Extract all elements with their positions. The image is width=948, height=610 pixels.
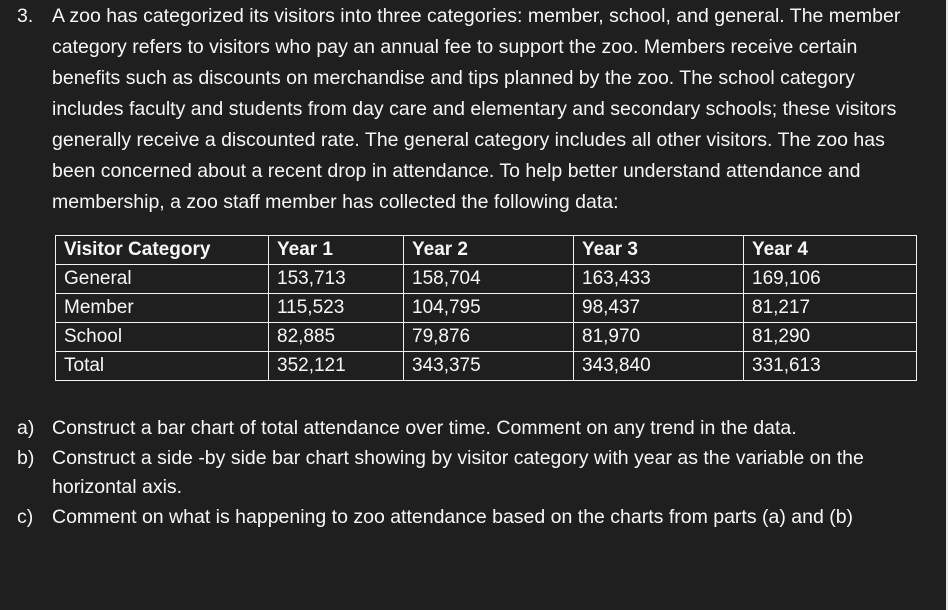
- table-cell: Member: [55, 293, 269, 323]
- table-header-cell: Year 4: [743, 235, 917, 265]
- table-header-cell: Year 1: [268, 235, 404, 265]
- table-row-general: General 153,713 158,704 163,433 169,106: [55, 264, 917, 294]
- problem-number: 3.: [17, 5, 34, 27]
- table-row-school: School 82,885 79,876 81,970 81,290: [55, 322, 917, 352]
- question-b: b) Construct a side -by side bar chart s…: [0, 444, 948, 503]
- table-cell: 82,885: [268, 322, 404, 352]
- question-a: a) Construct a bar chart of total attend…: [0, 414, 948, 444]
- page-right-edge-line: [946, 0, 948, 610]
- question-c: c) Comment on what is happening to zoo a…: [0, 503, 948, 533]
- table-cell: 158,704: [403, 264, 574, 294]
- table-cell: 81,217: [743, 293, 917, 323]
- table-cell: 163,433: [573, 264, 744, 294]
- question-a-label: a): [17, 417, 35, 439]
- table-cell: 153,713: [268, 264, 404, 294]
- table-cell: 98,437: [573, 293, 744, 323]
- table-cell: 169,106: [743, 264, 917, 294]
- question-list: a) Construct a bar chart of total attend…: [0, 414, 948, 532]
- table-cell: 81,970: [573, 322, 744, 352]
- question-b-label: b): [17, 446, 35, 469]
- table-cell: 331,613: [743, 351, 917, 381]
- visitor-data-table: Visitor Category Year 1 Year 2 Year 3 Ye…: [55, 235, 917, 381]
- table-cell: 352,121: [268, 351, 404, 381]
- table-cell: 115,523: [268, 293, 404, 323]
- question-c-text: Comment on what is happening to zoo atte…: [52, 505, 854, 528]
- table-cell: 79,876: [403, 322, 574, 352]
- question-b-text: Construct a side -by side bar chart show…: [52, 446, 864, 499]
- table-cell: School: [55, 322, 269, 352]
- table-cell: 81,290: [743, 322, 917, 352]
- table-cell: 343,840: [573, 351, 744, 381]
- table-cell: Total: [55, 351, 269, 381]
- problem-statement: 3. A zoo has categorized its visitors in…: [0, 0, 948, 218]
- table-header-row: Visitor Category Year 1 Year 2 Year 3 Ye…: [55, 235, 917, 265]
- question-c-label: c): [17, 505, 34, 528]
- table-row-total: Total 352,121 343,375 343,840 331,613: [55, 351, 917, 381]
- table-row-member: Member 115,523 104,795 98,437 81,217: [55, 293, 917, 323]
- problem-body-text: A zoo has categorized its visitors into …: [52, 5, 901, 213]
- table-header-cell: Visitor Category: [55, 235, 269, 265]
- table-cell: 104,795: [403, 293, 574, 323]
- table-header-cell: Year 3: [573, 235, 744, 265]
- table-header-cell: Year 2: [403, 235, 574, 265]
- table-cell: General: [55, 264, 269, 294]
- table-cell: 343,375: [403, 351, 574, 381]
- question-a-text: Construct a bar chart of total attendanc…: [52, 417, 797, 439]
